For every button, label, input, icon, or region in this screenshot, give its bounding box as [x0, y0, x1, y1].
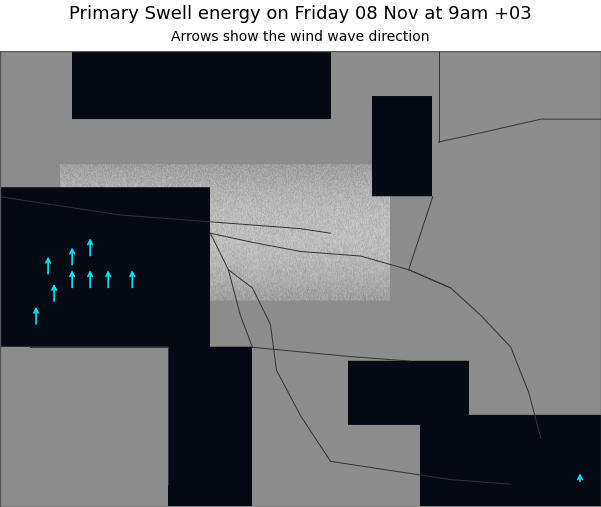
- Text: Primary Swell energy on Friday 08 Nov at 9am +03: Primary Swell energy on Friday 08 Nov at…: [69, 5, 532, 23]
- Text: Arrows show the wind wave direction: Arrows show the wind wave direction: [171, 29, 430, 44]
